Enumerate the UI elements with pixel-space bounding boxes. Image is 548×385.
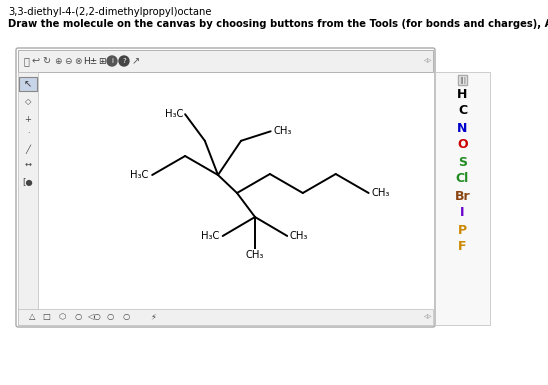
Text: |||: ||| [459, 77, 466, 84]
Text: ○: ○ [122, 313, 130, 321]
Text: C: C [458, 104, 467, 117]
Text: H±: H± [83, 57, 97, 65]
Text: ◁○: ◁○ [87, 313, 101, 321]
Text: Cl: Cl [456, 172, 469, 186]
Text: ◇: ◇ [25, 97, 31, 107]
Text: ·: · [27, 129, 29, 139]
Text: Draw the molecule on the canvas by choosing buttons from the Tools (for bonds an: Draw the molecule on the canvas by choos… [8, 19, 548, 29]
Text: H: H [458, 87, 467, 100]
Text: H₃C: H₃C [130, 170, 148, 180]
Text: ◁▷: ◁▷ [423, 315, 431, 320]
Text: S: S [458, 156, 467, 169]
Text: ╱: ╱ [26, 144, 31, 154]
Bar [18, 309, 433, 325]
Text: ↻: ↻ [42, 56, 50, 66]
Text: ↔: ↔ [25, 159, 31, 169]
Text: Br: Br [455, 189, 470, 203]
Bar [19, 77, 37, 91]
Text: [●: [● [22, 177, 33, 186]
Text: ↖: ↖ [24, 79, 32, 89]
Text: ⬜: ⬜ [23, 56, 29, 66]
Text: ○: ○ [75, 313, 82, 321]
Text: i: i [111, 58, 113, 64]
Bar [18, 72, 38, 325]
Text: ◁▷: ◁▷ [423, 59, 431, 64]
Text: △: △ [28, 313, 35, 321]
Bar [435, 72, 490, 325]
Text: F: F [458, 241, 467, 253]
Text: CH₃: CH₃ [273, 126, 292, 136]
Text: H₃C: H₃C [201, 231, 220, 241]
Text: N: N [458, 122, 467, 134]
Text: □: □ [42, 313, 50, 321]
Text: O: O [457, 139, 468, 152]
Text: CH₃: CH₃ [246, 250, 264, 260]
Text: I: I [460, 206, 465, 219]
Text: CH₃: CH₃ [289, 231, 307, 241]
Text: ⊗: ⊗ [74, 57, 82, 65]
Text: CH₃: CH₃ [372, 188, 390, 198]
Text: ⊖: ⊖ [64, 57, 72, 65]
Text: ↗: ↗ [132, 56, 140, 66]
Text: H₃C: H₃C [165, 109, 183, 119]
Text: ○: ○ [106, 313, 113, 321]
Circle shape [119, 56, 129, 66]
Text: +: + [25, 114, 31, 124]
Text: ⊕: ⊕ [54, 57, 62, 65]
Text: 3,3-diethyl-4-(2,2-dimethylpropyl)octane: 3,3-diethyl-4-(2,2-dimethylpropyl)octane [8, 7, 212, 17]
FancyBboxPatch shape [16, 48, 435, 327]
Text: ?: ? [122, 58, 126, 64]
Text: ⚡: ⚡ [150, 313, 156, 321]
Text: ⊞: ⊞ [98, 57, 106, 65]
Text: ⬡: ⬡ [58, 313, 66, 321]
Bar [18, 50, 433, 72]
Text: ↩: ↩ [32, 56, 40, 66]
Text: P: P [458, 224, 467, 236]
Circle shape [107, 56, 117, 66]
